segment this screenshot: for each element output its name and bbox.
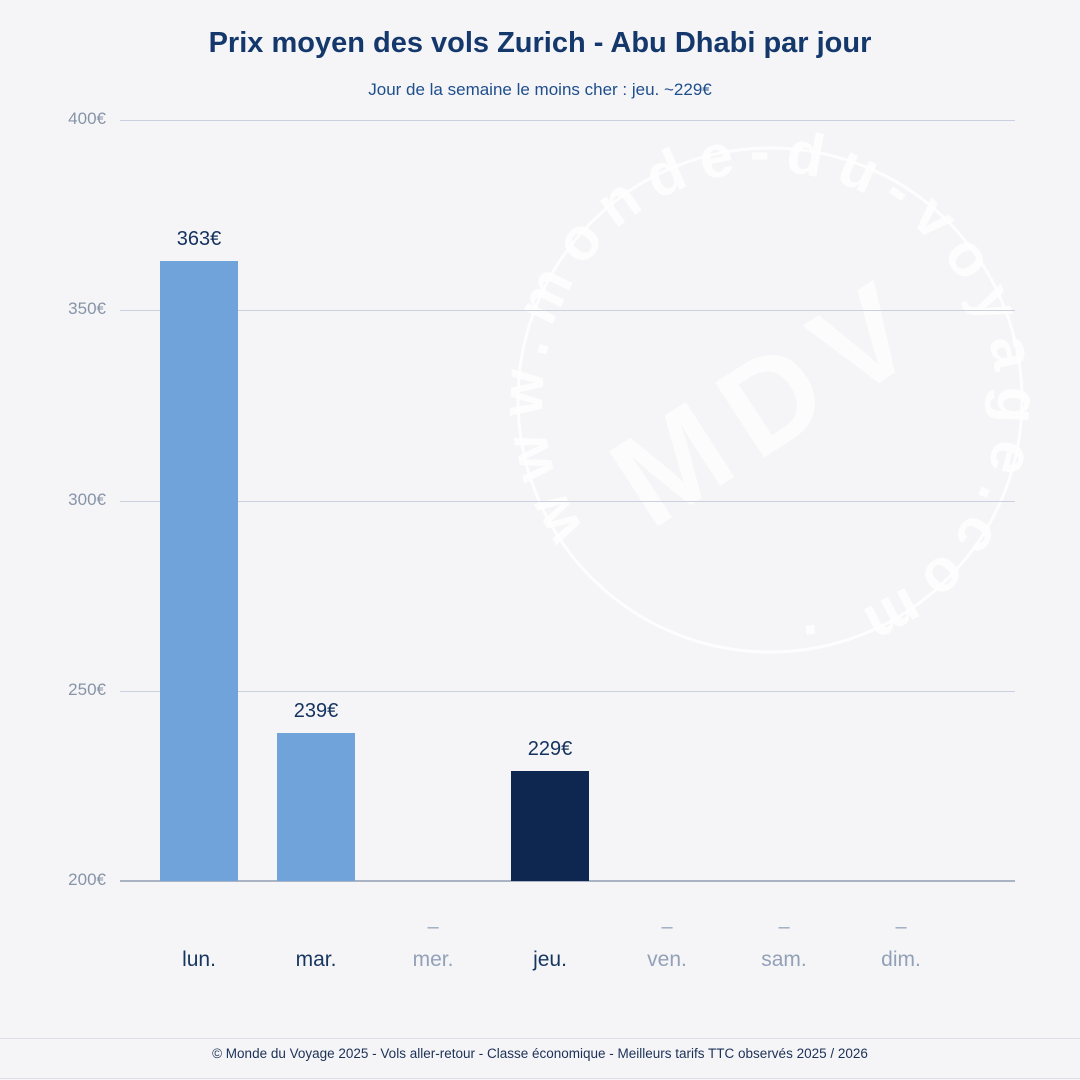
gridline-350 (120, 310, 1015, 312)
footer-text: © Monde du Voyage 2025 - Vols aller-reto… (212, 1046, 868, 1061)
gridline-200 (120, 880, 1015, 882)
no-data-marker-ven: – (661, 916, 673, 938)
day-label-mer: mer. (412, 948, 454, 971)
day-label-mar: mar. (295, 948, 337, 971)
ytick-label-200: 200€ (68, 870, 106, 889)
no-data-marker-sam: – (778, 916, 790, 938)
value-label-mar: 239€ (293, 699, 339, 722)
bar-mar (277, 732, 355, 881)
day-label-lun: lun. (182, 948, 216, 971)
value-label-jeu: 229€ (527, 737, 573, 760)
footer-divider (0, 1038, 1080, 1039)
watermark: www.monde-du-voyage.com . MDV (488, 118, 1039, 682)
day-label-sam: sam. (761, 948, 807, 971)
ytick-label-300: 300€ (68, 489, 106, 509)
gridline-400 (120, 120, 1015, 121)
day-label-ven: ven. (647, 948, 687, 971)
ytick-label-250: 250€ (68, 679, 106, 699)
value-label-lun: 363€ (176, 227, 222, 250)
watermark-ring (516, 146, 1024, 654)
bar-lun (160, 260, 238, 881)
watermark-center-text: MDV (586, 245, 953, 554)
footer-bottom-divider (0, 1078, 1080, 1079)
no-data-marker-dim: – (895, 916, 907, 938)
bar-jeu (511, 770, 589, 881)
ytick-label-350: 350€ (68, 299, 106, 319)
chart-title: Prix moyen des vols Zurich - Abu Dhabi p… (208, 27, 872, 59)
gridline-300 (120, 500, 1015, 502)
day-label-dim: dim. (881, 948, 921, 971)
day-label-jeu: jeu. (533, 948, 567, 971)
gridline-250 (120, 690, 1015, 692)
chart-subtitle: Jour de la semaine le moins cher : jeu. … (368, 80, 712, 99)
no-data-marker-mer: – (427, 916, 439, 938)
ytick-label-400: 400€ (68, 109, 106, 128)
